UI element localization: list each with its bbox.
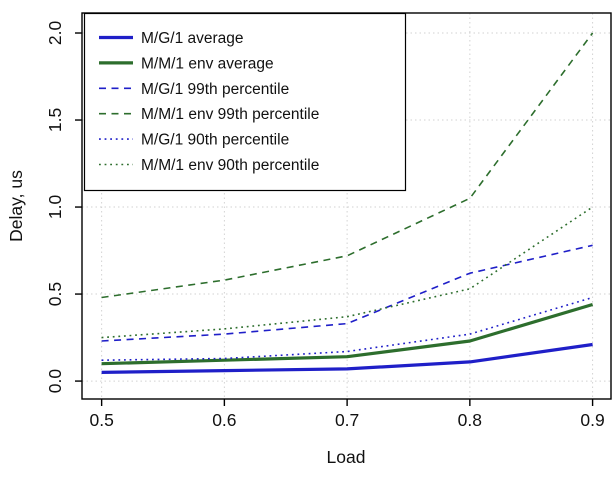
legend-entry: M/G/1 average [99, 30, 244, 47]
legend-entry: M/G/1 90th percentile [99, 132, 289, 149]
legend-entry: M/M/1 env 90th percentile [99, 157, 319, 174]
x-axis-title: Load [327, 447, 366, 467]
y-tick-label: 0.0 [45, 369, 65, 394]
legend-entry: M/M/1 env average [99, 55, 274, 72]
x-tick-label: 0.8 [458, 410, 482, 430]
legend-label: M/M/1 env 90th percentile [141, 157, 319, 174]
y-tick-label: 2.0 [45, 21, 65, 46]
legend-entry: M/G/1 99th percentile [99, 81, 289, 98]
y-tick-label: 1.5 [45, 108, 65, 132]
series-layer [101, 32, 594, 374]
series-line-m-g-1-99th-percentile [101, 244, 593, 342]
series-line-m-m-1-env-99th-percentile [101, 32, 594, 299]
legend-label: M/M/1 env average [141, 55, 274, 72]
legend-label: M/G/1 99th percentile [141, 81, 289, 98]
series-line-m-m-1-env-average [101, 302, 594, 366]
legend-label: M/M/1 env 99th percentile [141, 106, 319, 123]
axes-layer: 0.5 0.6 0.7 0.8 0.9 0.0 0.5 1.0 1.5 2.0 [45, 12, 612, 430]
y-axis-title: Delay, us [6, 170, 26, 242]
x-tick-label: 0.7 [335, 410, 359, 430]
x-tick-label: 0.5 [89, 410, 113, 430]
x-tick-label: 0.9 [580, 410, 604, 430]
legend-box [83, 12, 407, 192]
legend-entry: M/M/1 env 99th percentile [99, 106, 319, 123]
legend-label: M/G/1 average [141, 30, 244, 47]
series-line-m-g-1-average [101, 342, 593, 374]
x-tick-label: 0.6 [212, 410, 236, 430]
y-tick-label: 1.0 [45, 195, 65, 220]
legend-label: M/G/1 90th percentile [141, 132, 289, 149]
legend: M/G/1 average M/M/1 env average M/G/1 99th… [83, 12, 407, 192]
series-line-m-m-1-env-90th-percentile [101, 206, 594, 339]
y-tick-label: 0.5 [45, 282, 65, 306]
